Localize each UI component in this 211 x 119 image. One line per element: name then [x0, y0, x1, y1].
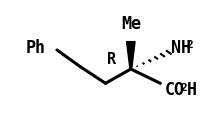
Polygon shape: [127, 42, 135, 69]
Text: 2: 2: [187, 40, 193, 50]
Text: Me: Me: [121, 15, 141, 33]
Text: NH: NH: [171, 39, 191, 57]
Text: Ph: Ph: [26, 39, 46, 57]
Text: R: R: [107, 52, 116, 67]
Text: CO: CO: [165, 81, 185, 99]
Text: 2: 2: [180, 83, 187, 93]
Text: H: H: [187, 81, 197, 99]
